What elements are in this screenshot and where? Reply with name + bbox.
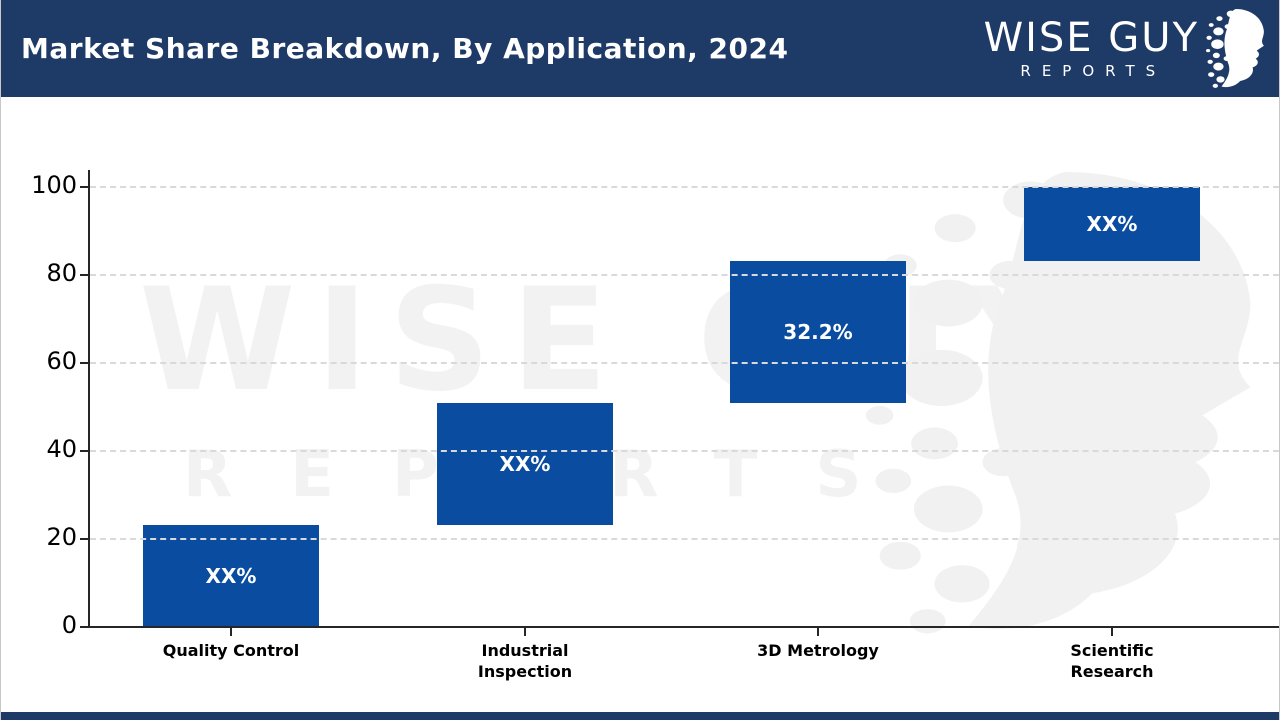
y-axis-line [88, 170, 90, 627]
y-tick-60 [80, 362, 88, 364]
bar-value-label: XX% [1086, 211, 1138, 236]
category-label-line: Inspection [477, 662, 573, 681]
x-tick-2 [817, 628, 819, 636]
y-tick-0 [80, 626, 88, 628]
bar-industrial-inspection: XX% [437, 402, 613, 525]
header-bar: Market Share Breakdown, By Application, … [1, 0, 1279, 97]
x-tick-1 [524, 628, 526, 636]
category-label-3d-metrology: 3D Metrology [703, 640, 933, 661]
y-tick-label-40: 40 [46, 435, 77, 463]
logo-name-text: WISE GUY [983, 15, 1199, 61]
gridline-y-20 [90, 538, 1279, 540]
footer-bar [1, 712, 1279, 720]
bar-value-label: XX% [205, 563, 257, 588]
y-tick-label-100: 100 [31, 171, 77, 199]
y-tick-label-20: 20 [46, 523, 77, 551]
wiseguy-logo-text: WISE GUY REPORTS [984, 18, 1199, 79]
bar-value-label: XX% [499, 451, 551, 476]
y-tick-label-60: 60 [46, 347, 77, 375]
category-label-quality-control: Quality Control [116, 640, 346, 661]
wiseguy-face-icon [1205, 9, 1267, 89]
x-axis-line [88, 626, 1279, 628]
wiseguy-logo: WISE GUY REPORTS [984, 9, 1267, 89]
page-title: Market Share Breakdown, By Application, … [21, 32, 789, 65]
category-label-industrial-inspection: Industrial Inspection [410, 640, 640, 682]
category-label-line: Research [1070, 662, 1154, 681]
gridline-y-60 [90, 362, 1279, 364]
y-tick-80 [80, 274, 88, 276]
bar-3d-metrology: 32.2% [730, 260, 906, 403]
category-label-line: Industrial [481, 641, 569, 660]
gridline-y-40 [90, 450, 1279, 452]
gridline-y-100 [90, 186, 1279, 188]
logo-sub-text: REPORTS [1020, 62, 1167, 80]
gridline-y-80 [90, 274, 1279, 276]
bar-quality-control: XX% [143, 524, 319, 627]
bar-scientific-research: XX% [1024, 187, 1200, 261]
y-tick-20 [80, 538, 88, 540]
category-label-scientific-research: Scientific Research [997, 640, 1227, 682]
y-tick-label-80: 80 [46, 259, 77, 287]
y-tick-label-0: 0 [61, 611, 77, 639]
x-tick-3 [1111, 628, 1113, 636]
category-label-line: Quality Control [162, 641, 300, 660]
plot-area: 0 20 40 60 80 100 XX% XX% 32.2% XX% Quality Contro… [1, 97, 1279, 712]
x-tick-0 [230, 628, 232, 636]
category-label-line: Scientific [1070, 641, 1154, 660]
y-tick-40 [80, 450, 88, 452]
bar-value-label: 32.2% [783, 319, 853, 344]
category-label-line: 3D Metrology [757, 641, 879, 660]
y-tick-100 [80, 186, 88, 188]
